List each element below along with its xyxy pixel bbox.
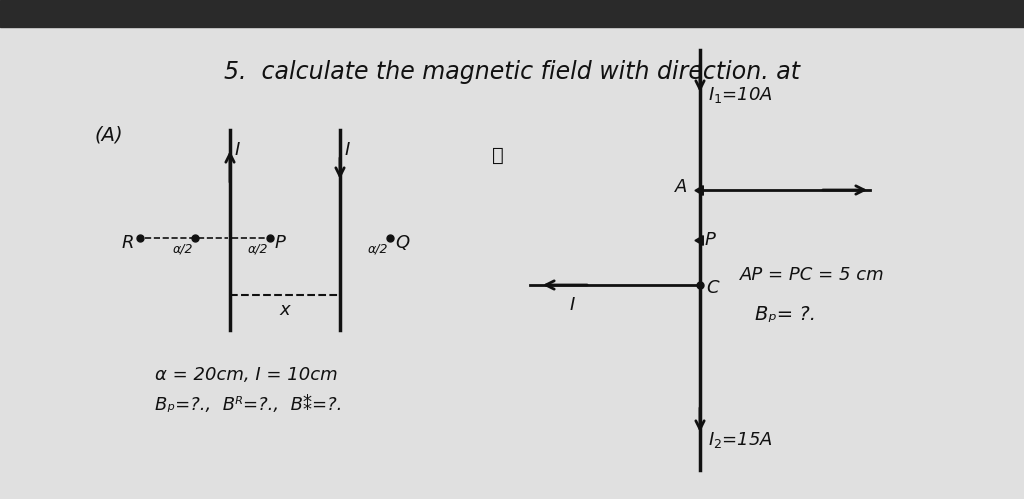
Text: P: P	[275, 234, 286, 252]
Text: α/2: α/2	[368, 242, 388, 255]
Text: Ⓑ: Ⓑ	[493, 146, 504, 165]
Bar	[0, 0, 1024, 27]
Text: Bₚ=?.,  Bᴿ=?.,  B⁑=?.: Bₚ=?., Bᴿ=?., B⁑=?.	[155, 396, 342, 414]
Text: α/2: α/2	[248, 242, 268, 255]
Text: I: I	[345, 141, 350, 159]
Text: R: R	[122, 234, 134, 252]
Text: I: I	[570, 296, 575, 314]
Text: Q: Q	[395, 234, 410, 252]
Text: C: C	[706, 279, 719, 297]
Text: x: x	[280, 301, 291, 319]
Text: A: A	[675, 178, 687, 196]
Text: α/2: α/2	[173, 242, 194, 255]
Text: $I_1$=10A: $I_1$=10A	[708, 85, 773, 105]
Text: $I_2$=15A: $I_2$=15A	[708, 430, 773, 450]
Text: AP = PC = 5 cm: AP = PC = 5 cm	[740, 266, 885, 284]
Text: 5.  calculate the magnetic field with direction. at: 5. calculate the magnetic field with dir…	[224, 60, 800, 84]
Text: I: I	[234, 141, 241, 159]
Text: Bₚ= ?.: Bₚ= ?.	[755, 305, 816, 324]
Text: P: P	[705, 231, 716, 249]
Text: α = 20cm, I = 10cm: α = 20cm, I = 10cm	[155, 366, 338, 384]
Text: (A): (A)	[95, 126, 124, 145]
